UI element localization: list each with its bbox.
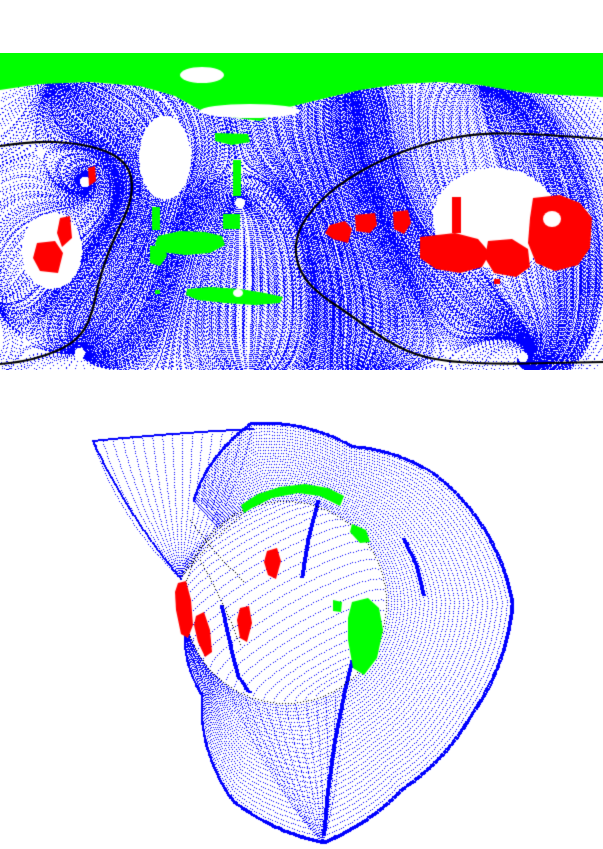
three-d-field-sphere-panel [0,420,603,849]
synoptic-field-map-panel [0,53,603,370]
